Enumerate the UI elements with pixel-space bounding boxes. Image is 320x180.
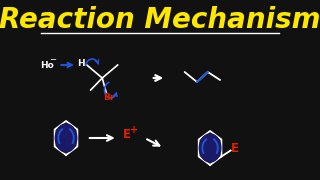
Text: Reaction Mechanism: Reaction Mechanism bbox=[0, 6, 320, 34]
Text: Br: Br bbox=[103, 93, 115, 102]
Text: E: E bbox=[231, 142, 239, 155]
Text: +: + bbox=[130, 125, 138, 135]
Text: Ho: Ho bbox=[40, 60, 54, 69]
Text: H: H bbox=[77, 58, 84, 68]
Text: −: − bbox=[49, 55, 56, 64]
Polygon shape bbox=[55, 124, 77, 152]
Text: E: E bbox=[123, 129, 131, 141]
Polygon shape bbox=[199, 134, 221, 162]
